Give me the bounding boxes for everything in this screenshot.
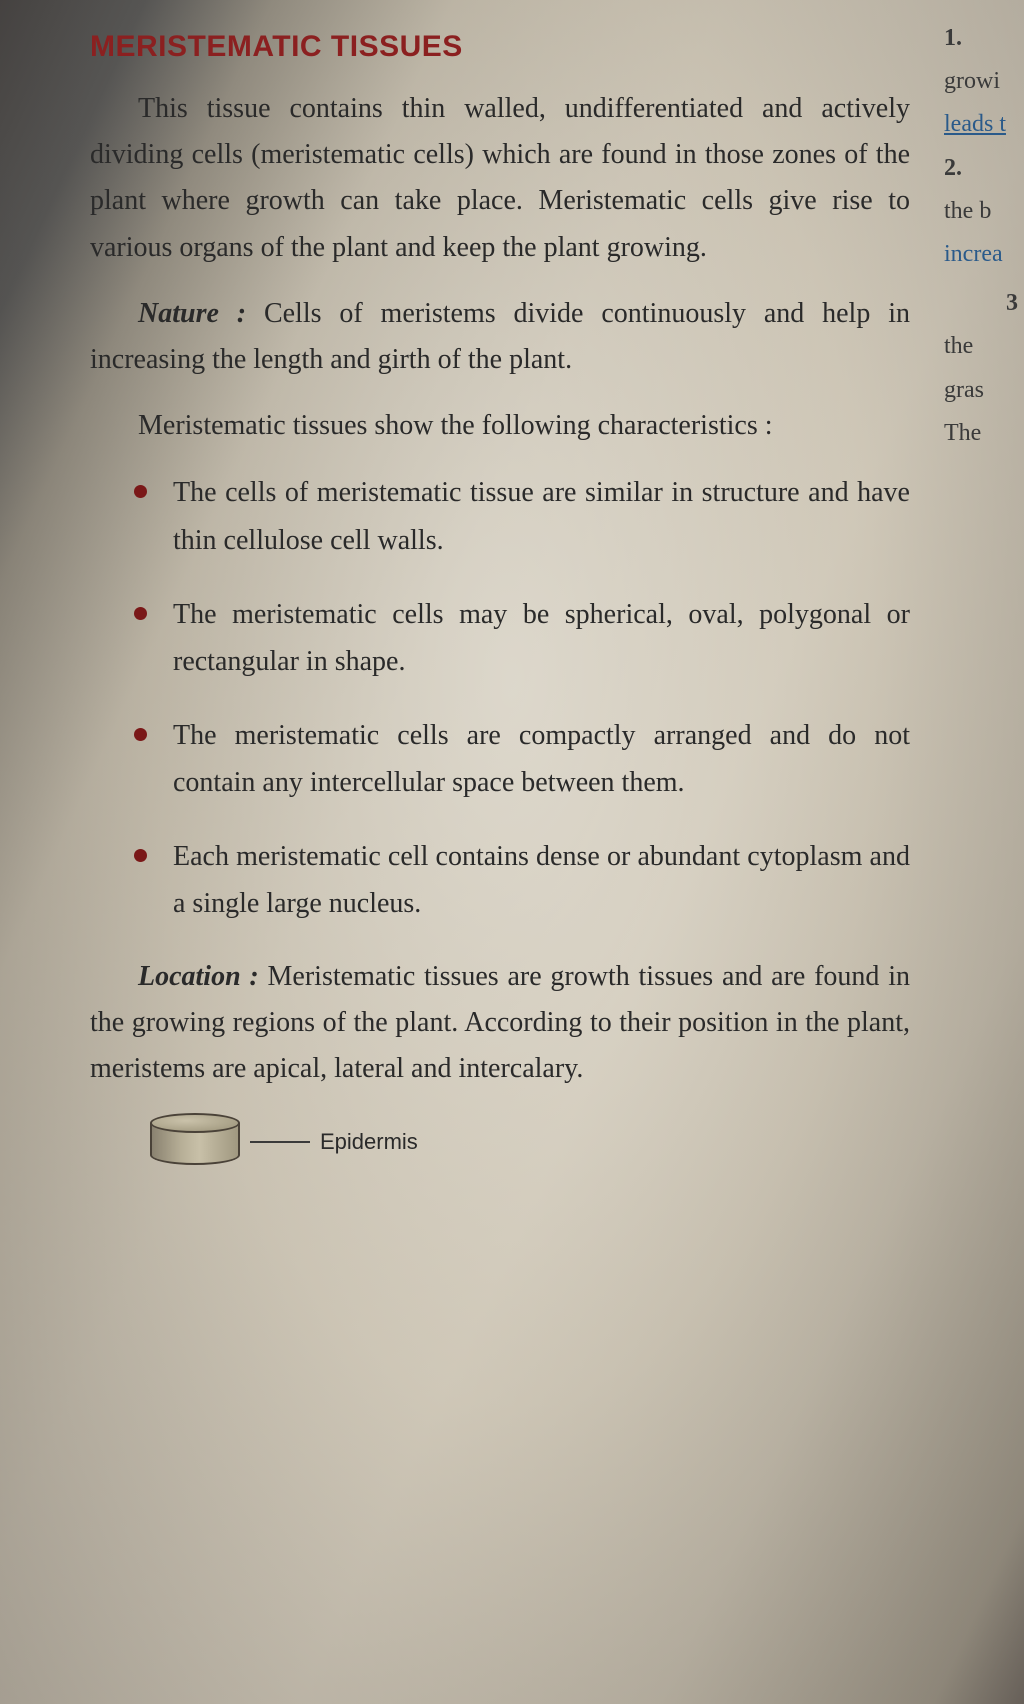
nature-label: Nature : (138, 298, 264, 329)
cut-fragment: 2. (944, 150, 1024, 187)
cut-fragment: 3 (944, 285, 1024, 322)
nature-paragraph: Nature : Cells of meristems divide conti… (90, 291, 910, 383)
characteristics-intro: Meristematic tissues show the following … (90, 403, 910, 449)
list-item: The meristematic cells are compactly arr… (90, 712, 910, 807)
diagram-row: Epidermis (90, 1113, 910, 1171)
location-paragraph: Location : Meristematic tissues are grow… (90, 954, 910, 1093)
bullet-text: The meristematic cells may be spherical,… (173, 591, 910, 686)
list-item: Each meristematic cell contains dense or… (90, 833, 910, 928)
list-item: The meristematic cells may be spherical,… (90, 591, 910, 686)
cylinder-top (150, 1113, 240, 1133)
stem-cylinder-icon (150, 1113, 240, 1171)
cut-fragment: the b (944, 193, 1024, 230)
right-margin-cut-text: 1. growi leads t 2. the b increa 3 the g… (944, 20, 1024, 458)
section-heading: MERISTEMATIC TISSUES (90, 30, 910, 64)
bullet-icon (134, 607, 147, 620)
bullet-text: Each meristematic cell contains dense or… (173, 833, 910, 928)
epidermis-label: Epidermis (320, 1129, 418, 1155)
label-leader-line (250, 1141, 310, 1143)
intro-paragraph: This tissue contains thin walled, undiff… (90, 86, 910, 271)
cut-fragment: The (944, 415, 1024, 452)
bullet-list: The cells of meristematic tissue are sim… (90, 469, 910, 928)
bullet-icon (134, 728, 147, 741)
cut-fragment: leads t (944, 106, 1024, 143)
cut-fragment: gras (944, 372, 1024, 409)
cut-fragment: the (944, 328, 1024, 365)
bullet-text: The cells of meristematic tissue are sim… (173, 469, 910, 564)
cut-fragment: growi (944, 63, 1024, 100)
list-item: The cells of meristematic tissue are sim… (90, 469, 910, 564)
bullet-text: The meristematic cells are compactly arr… (173, 712, 910, 807)
bullet-icon (134, 485, 147, 498)
cut-fragment: 1. (944, 20, 1024, 57)
main-column: MERISTEMATIC TISSUES This tissue contain… (90, 30, 910, 1171)
bullet-icon (134, 849, 147, 862)
location-label: Location : (138, 961, 268, 992)
textbook-page: MERISTEMATIC TISSUES This tissue contain… (0, 0, 1024, 1704)
cut-fragment: increa (944, 236, 1024, 273)
